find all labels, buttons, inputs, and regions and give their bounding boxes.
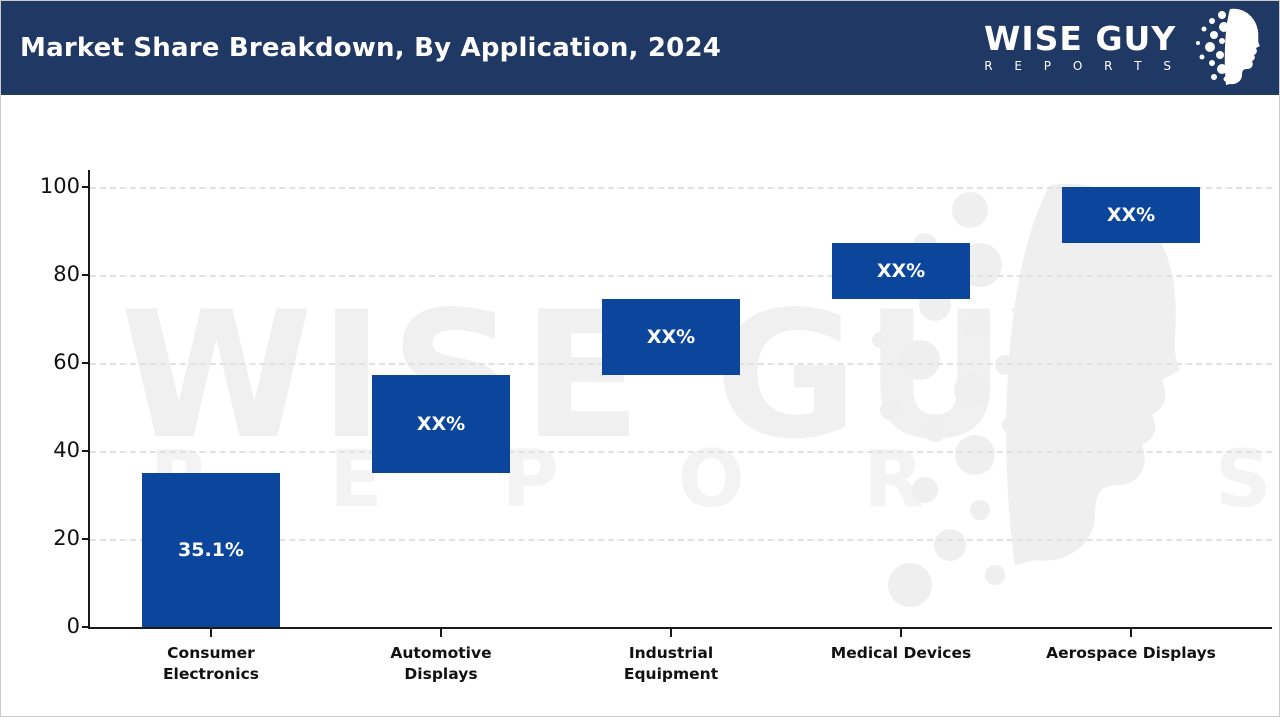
bar-automotive-displays: XX%	[372, 374, 510, 473]
bar-aerospace-displays: XX%	[1062, 187, 1200, 243]
brand-logo-text: WISE GUY R E P O R T S	[980, 22, 1180, 73]
x-category-label-aerospace-displays: Aerospace Displays	[1046, 644, 1216, 662]
bar-value-label: XX%	[1106, 203, 1156, 226]
bar-value-label: XX%	[876, 260, 926, 283]
y-axis-line	[88, 170, 90, 629]
y-tick-mark-100	[82, 186, 90, 188]
x-category-label-industrial-equipment: Industrial Equipment	[623, 644, 719, 683]
gridline-40	[90, 451, 1272, 453]
x-category-label-automotive-displays: Automotive Displays	[390, 644, 492, 683]
brand-logo: WISE GUY R E P O R T S	[980, 5, 1280, 91]
y-tick-label-80: 80	[53, 262, 80, 286]
bar-value-label: 35.1%	[178, 538, 244, 561]
brand-name: WISE GUY	[983, 19, 1177, 58]
x-tick-mark-1	[210, 629, 212, 637]
y-tick-mark-0	[82, 626, 90, 628]
y-tick-mark-40	[82, 450, 90, 452]
header-bar: Market Share Breakdown, By Application, …	[0, 0, 1280, 95]
x-category-label-medical-devices: Medical Devices	[830, 644, 972, 662]
x-tick-mark-3	[670, 629, 672, 637]
x-axis-line	[88, 627, 1272, 629]
bar-consumer-electronics: 35.1%	[142, 472, 280, 627]
page-title: Market Share Breakdown, By Application, …	[20, 32, 722, 63]
y-tick-mark-80	[82, 274, 90, 276]
gridline-80	[90, 275, 1272, 277]
brand-subtitle: R E P O R T S	[984, 59, 1180, 73]
plot-area: 35.1% XX% XX% XX% XX%	[90, 187, 1272, 627]
gridline-20	[90, 539, 1272, 541]
x-tick-mark-2	[440, 629, 442, 637]
y-tick-mark-20	[82, 538, 90, 540]
y-tick-label-60: 60	[53, 350, 80, 374]
x-category-label-consumer-electronics: Consumer Electronics	[162, 644, 260, 683]
dotted-face-logo-icon	[1184, 5, 1262, 91]
y-tick-label-0: 0	[66, 614, 80, 638]
gridline-100	[90, 187, 1272, 189]
bar-medical-devices: XX%	[832, 242, 970, 300]
y-tick-label-20: 20	[53, 526, 80, 550]
chart-canvas: WISE GUY R E P O R T S	[0, 95, 1280, 717]
y-tick-mark-60	[82, 362, 90, 364]
x-tick-mark-4	[900, 629, 902, 637]
y-tick-label-100: 100	[39, 174, 80, 198]
bar-industrial-equipment: XX%	[602, 299, 740, 375]
y-tick-label-40: 40	[53, 438, 80, 462]
x-tick-mark-5	[1130, 629, 1132, 637]
bar-value-label: XX%	[646, 326, 696, 349]
bar-value-label: XX%	[416, 412, 466, 435]
